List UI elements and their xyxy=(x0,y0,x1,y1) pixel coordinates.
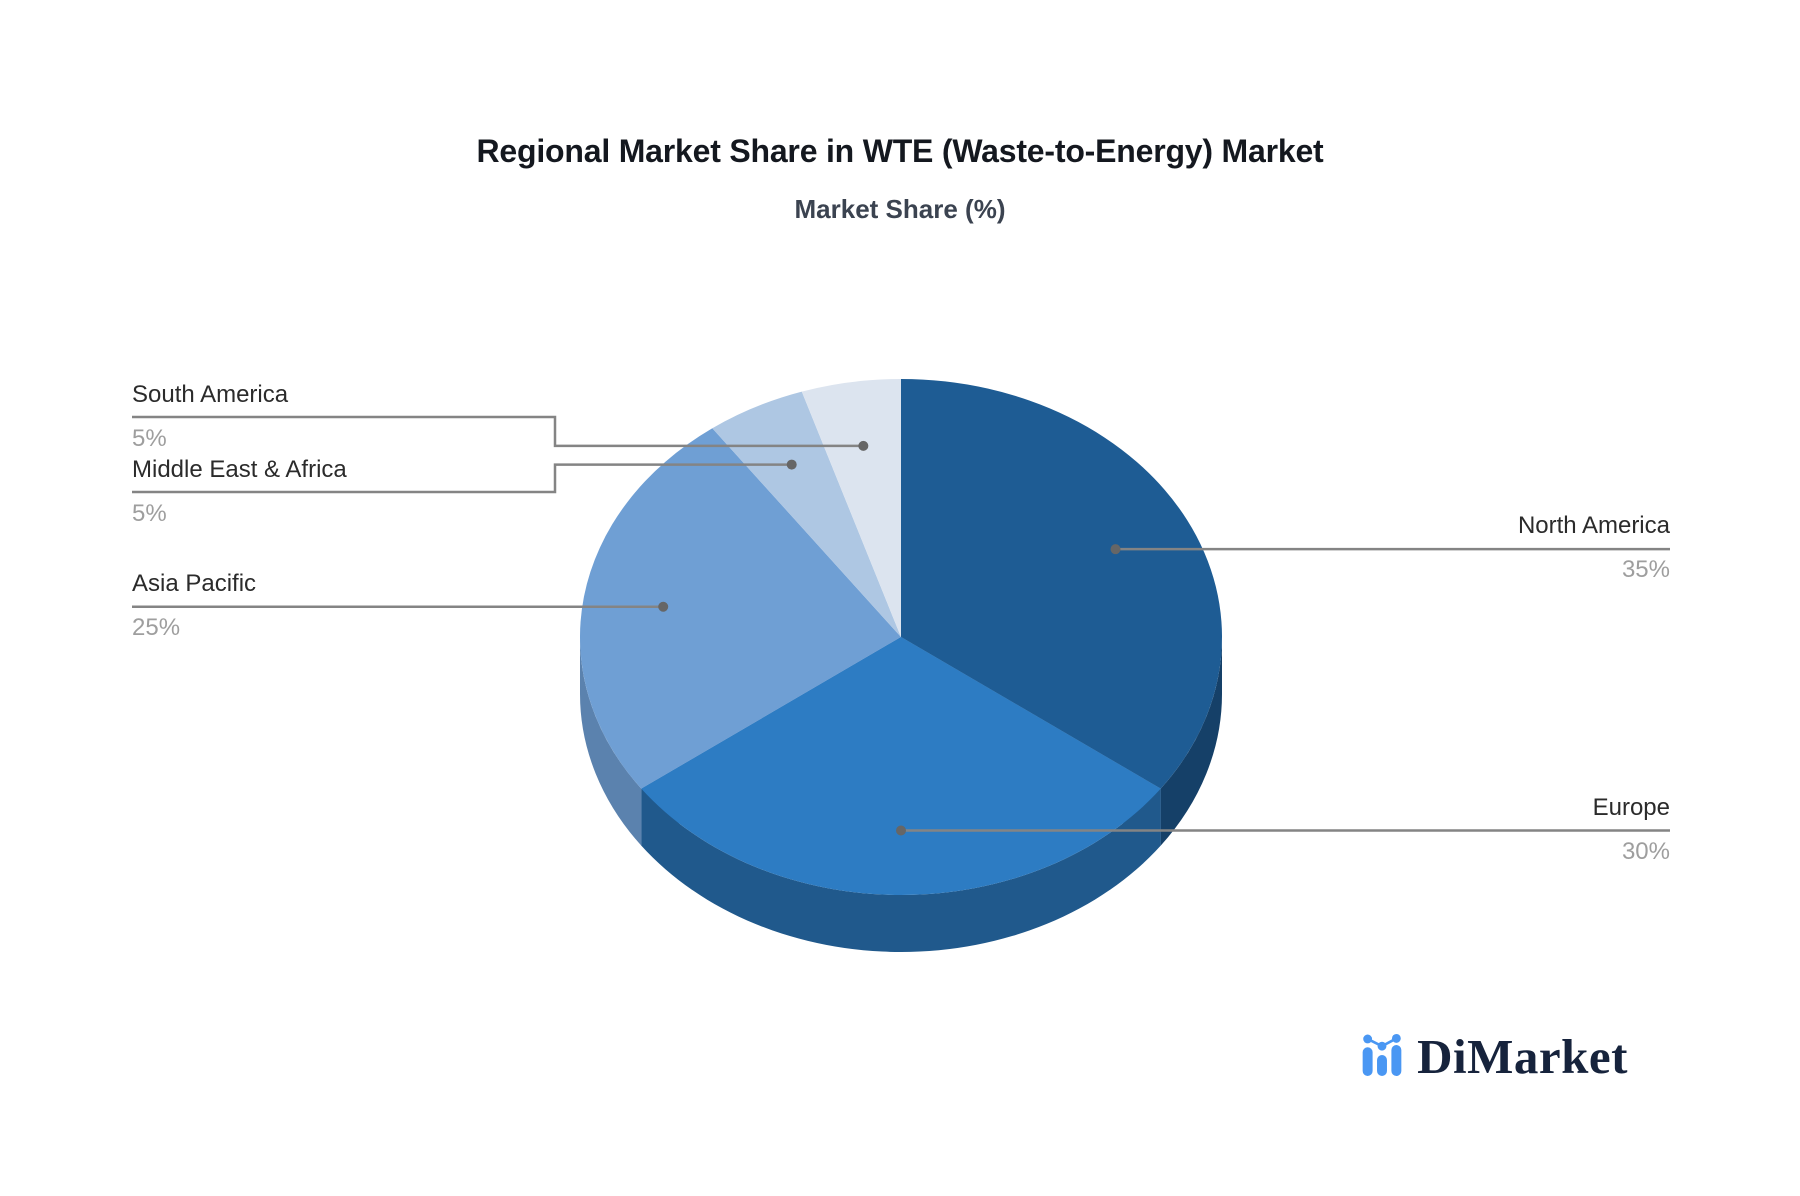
pie-side-asia-pacific xyxy=(580,637,642,846)
value-south-america: 5% xyxy=(132,425,167,452)
label-north-america: North America xyxy=(1517,512,1670,540)
pie-slice-south-america xyxy=(801,379,901,637)
pie-side-north-america xyxy=(1160,637,1222,846)
value-asia-pacific: 25% xyxy=(132,613,181,641)
leader-dot-asia-pacific xyxy=(658,601,669,612)
value-north-america: 35% xyxy=(1621,556,1670,584)
leader-line-middle-east-africa xyxy=(132,463,792,494)
label-south-america: South America xyxy=(132,381,289,408)
leader-dot-south-america xyxy=(858,440,869,451)
leader-line-south-america xyxy=(132,415,864,448)
label-asia-pacific: Asia Pacific xyxy=(132,569,257,597)
value-europe: 30% xyxy=(1621,837,1670,865)
bar-chart-logo-icon xyxy=(1362,1034,1402,1076)
dimarket-logo: DiMarket xyxy=(1362,1032,1628,1081)
value-middle-east-africa: 5% xyxy=(132,500,167,527)
pie-slice-north-america xyxy=(901,379,1222,789)
chart-subtitle: Market Share (%) xyxy=(794,194,1006,224)
label-europe: Europe xyxy=(1592,793,1670,821)
leader-dot-north-america xyxy=(1110,544,1121,555)
pie-side-europe xyxy=(641,788,1161,953)
pie-slice-middle-east-africa xyxy=(712,391,901,637)
leader-dot-europe xyxy=(896,825,906,836)
leader-dot-middle-east-africa xyxy=(786,459,797,470)
chart-title: Regional Market Share in WTE (Waste-to-E… xyxy=(476,133,1324,169)
pie-slice-asia-pacific xyxy=(580,428,901,789)
logo-wordmark: DiMarket xyxy=(1417,1029,1628,1084)
label-middle-east-africa: Middle East & Africa xyxy=(132,456,347,483)
